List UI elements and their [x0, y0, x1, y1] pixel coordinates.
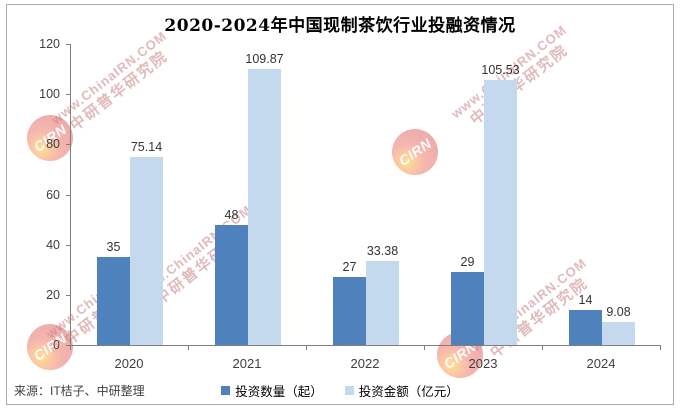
legend-label: 投资数量（起）	[235, 385, 323, 399]
bar-2023-series-2: 105.53	[481, 63, 520, 345]
source-note: 来源：IT桔子、中研整理	[14, 384, 145, 398]
x-axis-label-2022: 2022	[350, 356, 380, 371]
y-axis-tick-mark	[66, 194, 70, 196]
bar-value-label: 27	[342, 260, 357, 275]
bar-2022-series-1: 27	[333, 260, 366, 345]
bar-group-2024: 14 9.08	[543, 44, 661, 345]
y-axis-tick-label-20: 20	[46, 287, 60, 302]
bar-2023-series-1: 29	[451, 255, 484, 345]
y-axis-tick-mark	[66, 44, 70, 45]
bar-value-label: 105.53	[481, 63, 520, 78]
bar-2020-series-2: 75.14	[130, 140, 163, 345]
bar-2024-series-1: 14	[569, 293, 602, 345]
bar-2020-series-1: 35	[97, 240, 130, 345]
chart-legend: 投资数量（起） 投资金额（亿元）	[70, 381, 610, 400]
bar-value-label: 109.87	[245, 52, 284, 67]
chart-border-frame	[6, 4, 674, 405]
chart-title: 2020-2024年中国现制茶饮行业投融资情况	[164, 16, 516, 36]
y-axis-tick-label-60: 60	[46, 187, 60, 202]
x-axis-label-2023: 2023	[468, 356, 498, 371]
legend-item-1: 投资数量（起）	[221, 381, 323, 400]
y-axis-tick-mark	[66, 294, 70, 296]
bar-2021-series-1: 48	[215, 208, 248, 345]
bar-2021-series-2: 109.87	[245, 52, 284, 345]
legend-swatch-icon	[221, 386, 231, 395]
y-axis-tick-label-100: 100	[39, 87, 60, 102]
y-axis-tick-mark	[66, 345, 70, 346]
x-axis-label-2020: 2020	[114, 356, 144, 371]
bar-2024-series-2: 9.08	[602, 305, 635, 345]
bar-value-label: 75.14	[130, 139, 163, 154]
y-axis-tick-mark	[66, 94, 70, 96]
x-axis-tick-mark	[70, 346, 71, 350]
legend-item-2: 投资金额（亿元）	[344, 381, 459, 400]
x-axis-tick-mark	[542, 346, 543, 350]
x-axis-tick-mark	[660, 346, 661, 350]
y-axis-tick-mark	[66, 144, 70, 146]
bar-value-label: 14	[578, 292, 593, 307]
legend-swatch-icon	[344, 386, 354, 395]
x-axis-label-2024: 2024	[586, 356, 616, 371]
bar-value-label: 35	[106, 240, 121, 255]
bar-value-label: 33.38	[366, 244, 399, 259]
plot-area: 35 75.14 48 109.87 27 33.38 29 105.53 14 9.08	[70, 44, 661, 346]
bar-group-2022: 27 33.38	[307, 44, 425, 345]
x-axis-tick-mark	[188, 346, 189, 350]
y-axis-tick-mark	[66, 244, 70, 246]
bar-value-label: 48	[224, 207, 239, 222]
y-axis-tick-label-80: 80	[46, 137, 60, 152]
bar-group-2023: 29 105.53	[425, 44, 543, 345]
legend-label: 投资金额（亿元）	[358, 385, 459, 399]
x-axis-tick-mark	[306, 346, 307, 350]
bar-value-label: 29	[460, 255, 475, 270]
x-axis-label-2021: 2021	[232, 356, 262, 371]
x-axis-tick-mark	[424, 346, 425, 350]
bar-2022-series-2: 33.38	[366, 244, 399, 345]
bar-group-2020: 35 75.14	[71, 44, 189, 345]
bar-value-label: 9.08	[606, 305, 631, 320]
y-axis-tick-label-0: 0	[53, 338, 60, 352]
bar-group-2021: 48 109.87	[189, 44, 307, 345]
y-axis-tick-label-40: 40	[46, 237, 60, 252]
y-axis-tick-label-120: 120	[39, 37, 60, 51]
